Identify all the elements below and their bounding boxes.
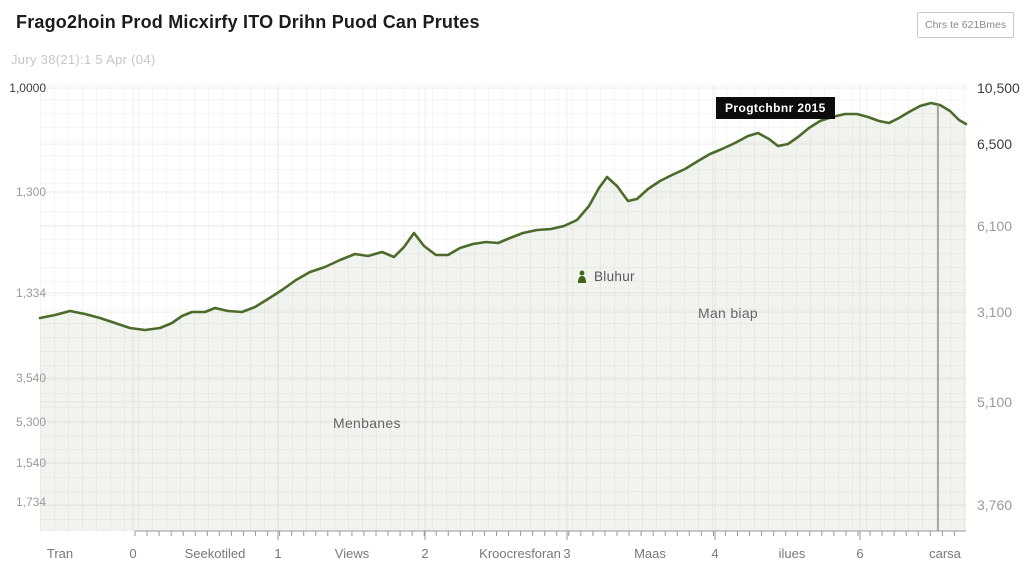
x-axis-label: 0 [129, 546, 137, 561]
annotation-label: Bluhur [594, 269, 635, 284]
x-axis-label: Views [334, 546, 370, 561]
x-axis-label: 2 [421, 546, 429, 561]
y-axis-left-label: 3,540 [15, 371, 46, 385]
plot-grid-background [40, 85, 966, 531]
y-axis-left-label: 1,334 [15, 286, 46, 300]
annotation-menbanes: Menbanes [333, 415, 401, 431]
y-axis-right-label: 3,760 [977, 497, 1013, 513]
x-axis-label: 1 [274, 546, 282, 561]
x-axis-label: Seekotiled [184, 546, 246, 561]
series-area [40, 103, 966, 531]
annotation-label: Menbanes [333, 415, 401, 431]
y-axis-left-label: 5,300 [15, 415, 46, 429]
annotation-manbiap: Man biap [698, 305, 758, 321]
person-icon [578, 270, 586, 283]
cursor-tooltip: Progtchbnr 2015 [716, 97, 835, 119]
y-axis-right-label: 6,500 [977, 136, 1013, 152]
annotation-label: Man biap [698, 305, 758, 321]
y-axis-left-label: 1,0000 [9, 81, 46, 95]
x-axis-label: Tran [46, 546, 74, 561]
x-axis-label: 4 [711, 546, 719, 561]
y-axis-right-label: 5,100 [977, 394, 1013, 410]
page-title: Frago2hoin Prod Micxirfy ITO Drihn Puod … [16, 12, 480, 32]
x-axis-label: carsa [929, 546, 961, 561]
y-axis-left-label: 1,734 [15, 495, 46, 509]
range-selector-button[interactable]: Chrs te 621Bmes [917, 12, 1015, 38]
x-axis-label: Maas [634, 546, 666, 561]
y-axis-right-label: 6,100 [977, 218, 1013, 234]
x-axis-label: 6 [856, 546, 864, 561]
y-axis-left-label: 1,300 [15, 185, 46, 199]
x-axis-label: 3 [563, 546, 571, 561]
y-axis-right-label: 10,500 [977, 80, 1020, 96]
annotation-bluhur: Bluhur [576, 269, 635, 284]
y-axis-right-label: 3,100 [977, 304, 1013, 320]
y-axis-left-label: 1,540 [15, 456, 46, 470]
x-axis-label: ilues [778, 546, 806, 561]
x-axis-label: Kroocresforan [479, 546, 561, 561]
chart-subtitle: Jury 38(21):1 5 Apr (04) [11, 52, 156, 67]
